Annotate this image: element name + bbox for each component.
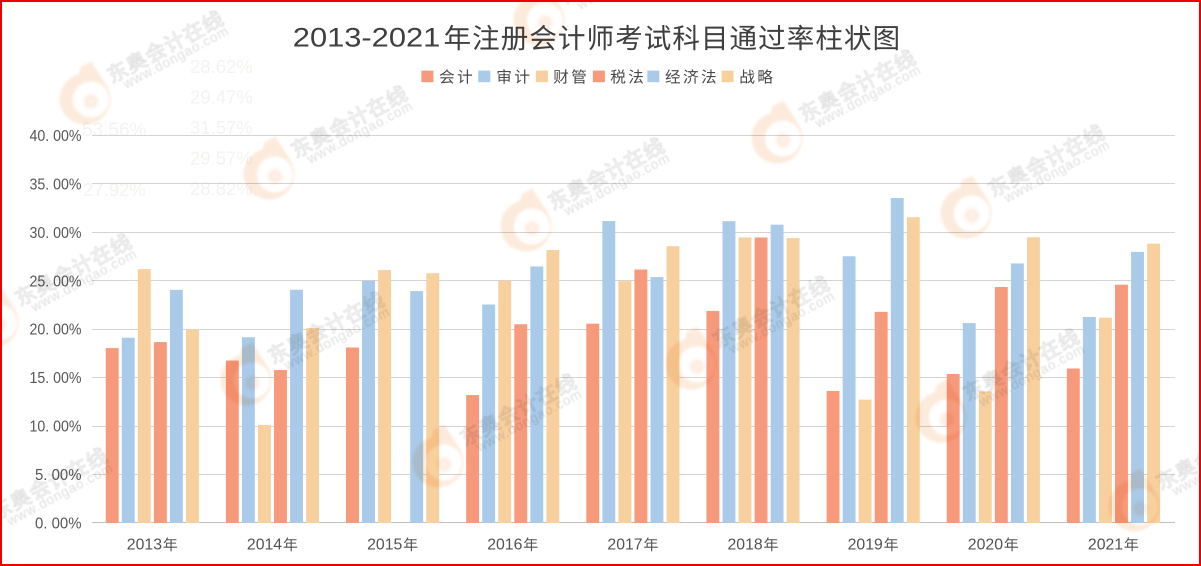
- svg-text:2013-2021: 2013-2021: [293, 22, 441, 52]
- svg-text:0. 00%: 0. 00%: [35, 515, 82, 532]
- svg-text:35. 00%: 35. 00%: [30, 176, 82, 193]
- svg-text:29.47%: 29.47%: [190, 87, 253, 108]
- svg-text:28.62%: 28.62%: [190, 56, 253, 77]
- svg-text:2013: 2013: [127, 537, 162, 554]
- svg-text:2016: 2016: [487, 537, 522, 554]
- svg-text:40. 00%: 40. 00%: [30, 128, 82, 145]
- svg-text:28.82%: 28.82%: [190, 178, 253, 199]
- svg-text:2017: 2017: [607, 537, 642, 554]
- svg-text:30. 00%: 30. 00%: [30, 225, 82, 242]
- svg-text:2020: 2020: [968, 537, 1003, 554]
- svg-text:31.57%: 31.57%: [190, 117, 253, 138]
- svg-text:2018: 2018: [728, 537, 763, 554]
- svg-text:2015: 2015: [367, 537, 402, 554]
- svg-text:2014: 2014: [247, 537, 282, 554]
- svg-text:15. 00%: 15. 00%: [30, 370, 82, 387]
- svg-text:10. 00%: 10. 00%: [30, 419, 82, 436]
- svg-text:2019: 2019: [848, 537, 883, 554]
- svg-text:20. 00%: 20. 00%: [30, 322, 82, 339]
- svg-text:27.92%: 27.92%: [83, 179, 146, 200]
- svg-text:29.57%: 29.57%: [190, 148, 253, 169]
- svg-text:2021: 2021: [1088, 537, 1123, 554]
